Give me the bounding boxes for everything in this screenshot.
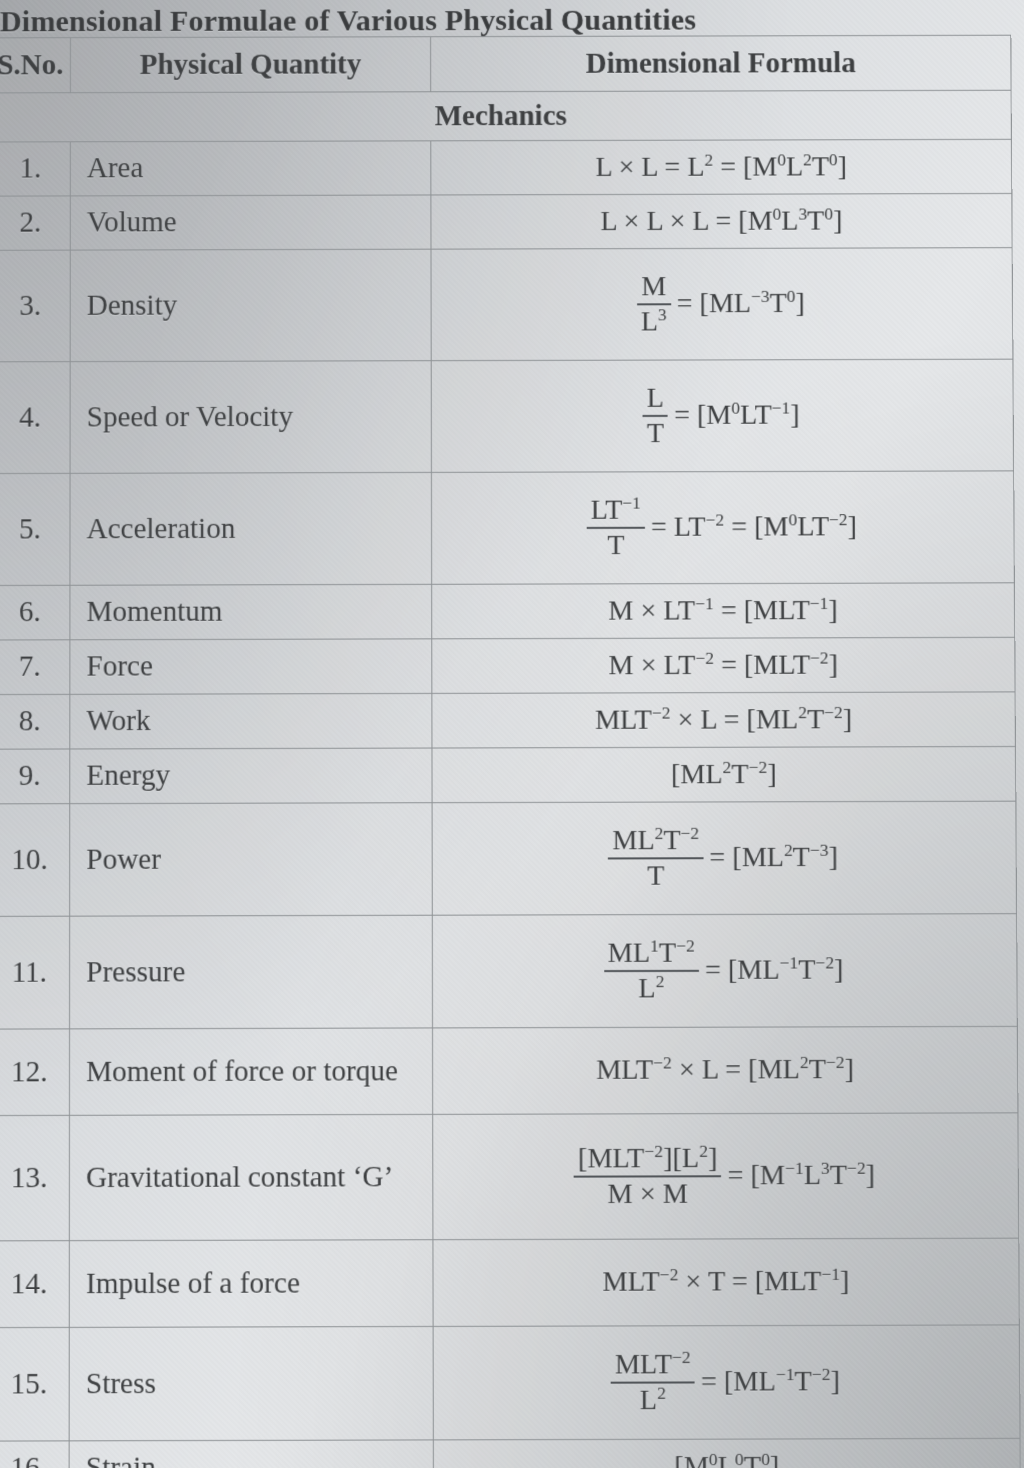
cell-quantity: Pressure xyxy=(70,915,433,1029)
table-row: 13.Gravitational constant ‘G’[MLT−2][L2]… xyxy=(0,1113,1019,1241)
cell-sno: 12. xyxy=(0,1029,70,1116)
section-label: Mechanics xyxy=(0,90,1011,142)
cell-quantity: Strain xyxy=(69,1440,433,1468)
cell-sno: 10. xyxy=(0,804,70,917)
table-row: 12.Moment of force or torqueMLT−2 × L = … xyxy=(0,1026,1018,1115)
table-row: 8.WorkMLT−2 × L = [ML2T−2] xyxy=(0,692,1015,749)
cell-formula: [M0L0T0] xyxy=(433,1438,1020,1468)
cell-sno: 4. xyxy=(0,362,70,474)
table-row: 9.Energy[ML2T−2] xyxy=(0,746,1016,803)
cell-sno: 5. xyxy=(0,473,70,585)
cell-quantity: Gravitational constant ‘G’ xyxy=(69,1114,433,1240)
cell-formula: LT−1T= LT−2 = [M0LT−2] xyxy=(431,471,1014,584)
cell-sno: 8. xyxy=(0,694,70,749)
table-row: 16.Strain[M0L0T0] xyxy=(0,1438,1020,1468)
cell-sno: 7. xyxy=(0,640,70,695)
cell-sno: 9. xyxy=(0,749,70,804)
cell-quantity: Acceleration xyxy=(70,472,432,585)
cell-formula: MLT−2L2= [ML−1T−2] xyxy=(433,1325,1020,1440)
table-row: 2.VolumeL × L × L = [M0L3T0] xyxy=(0,193,1012,250)
table-row: 1.AreaL × L = L2 = [M0L2T0] xyxy=(0,139,1012,196)
cell-formula: MLT−2 × T = [MLT−1] xyxy=(433,1238,1019,1326)
cell-formula: [ML2T−2] xyxy=(432,746,1016,802)
cell-formula: ML2T−2T= [ML2T−3] xyxy=(432,801,1016,915)
table-row: 14.Impulse of a forceMLT−2 × T = [MLT−1] xyxy=(0,1238,1019,1327)
cell-quantity: Impulse of a force xyxy=(69,1240,433,1328)
cell-formula: MLT−2 × L = [ML2T−2] xyxy=(432,692,1016,748)
cell-formula: M × LT−2 = [MLT−2] xyxy=(432,637,1015,693)
table-row: 11.PressureML1T−2L2= [ML−1T−2] xyxy=(0,914,1017,1029)
cell-formula: ML3= [ML−3T0] xyxy=(431,248,1013,361)
table-row: 10.PowerML2T−2T= [ML2T−3] xyxy=(0,801,1017,916)
table-row: 6.MomentumM × LT−1 = [MLT−1] xyxy=(0,583,1015,640)
table-row: 15.StressMLT−2L2= [ML−1T−2] xyxy=(0,1325,1020,1441)
cell-quantity: Speed or Velocity xyxy=(70,361,431,474)
cell-sno: 3. xyxy=(0,250,70,362)
cell-quantity: Stress xyxy=(69,1326,433,1440)
dimensional-formulae-table: S.No. Physical Quantity Dimensional Form… xyxy=(0,35,1021,1468)
table-row: 7.ForceM × LT−2 = [MLT−2] xyxy=(0,637,1015,694)
cell-quantity: Energy xyxy=(70,748,432,804)
cell-quantity: Density xyxy=(70,249,431,361)
table-row: 3.DensityML3= [ML−3T0] xyxy=(0,248,1013,362)
cell-formula: L × L = L2 = [M0L2T0] xyxy=(431,139,1012,195)
cell-sno: 1. xyxy=(0,142,70,196)
cell-quantity: Force xyxy=(70,639,432,695)
table-row: 4.Speed or VelocityLT= [M0LT−1] xyxy=(0,359,1014,473)
col-sno: S.No. xyxy=(0,38,70,93)
table-row: 5.AccelerationLT−1T= LT−2 = [M0LT−2] xyxy=(0,471,1014,586)
cell-quantity: Moment of force or torque xyxy=(69,1028,432,1115)
cell-formula: ML1T−2L2= [ML−1T−2] xyxy=(432,914,1017,1028)
table-header-row: S.No. Physical Quantity Dimensional Form… xyxy=(0,35,1011,93)
cell-formula: LT= [M0LT−1] xyxy=(431,359,1013,472)
col-formula: Dimensional Formula xyxy=(431,35,1012,92)
cell-formula: [MLT−2][L2]M × M= [M−1L3T−2] xyxy=(433,1113,1019,1240)
section-row: Mechanics xyxy=(0,90,1011,142)
cell-quantity: Power xyxy=(70,803,433,916)
cell-formula: MLT−2 × L = [ML2T−2] xyxy=(433,1026,1018,1114)
cell-sno: 2. xyxy=(0,196,70,250)
cell-quantity: Volume xyxy=(70,195,431,250)
cell-quantity: Work xyxy=(70,693,432,749)
cell-formula: M × LT−1 = [MLT−1] xyxy=(432,583,1015,639)
cell-sno: 11. xyxy=(0,916,70,1029)
page-title: Dimensional Formulae of Various Physical… xyxy=(0,4,696,40)
table-body: Mechanics 1.AreaL × L = L2 = [M0L2T0]2.V… xyxy=(0,90,1020,1468)
cell-sno: 15. xyxy=(0,1327,69,1441)
cell-sno: 13. xyxy=(0,1115,69,1241)
cell-sno: 16. xyxy=(0,1441,69,1468)
cell-quantity: Area xyxy=(70,141,431,196)
cell-formula: L × L × L = [M0L3T0] xyxy=(431,193,1012,249)
col-quantity: Physical Quantity xyxy=(70,37,430,93)
cell-quantity: Momentum xyxy=(70,584,432,639)
cell-sno: 6. xyxy=(0,585,70,640)
cell-sno: 14. xyxy=(0,1241,69,1328)
